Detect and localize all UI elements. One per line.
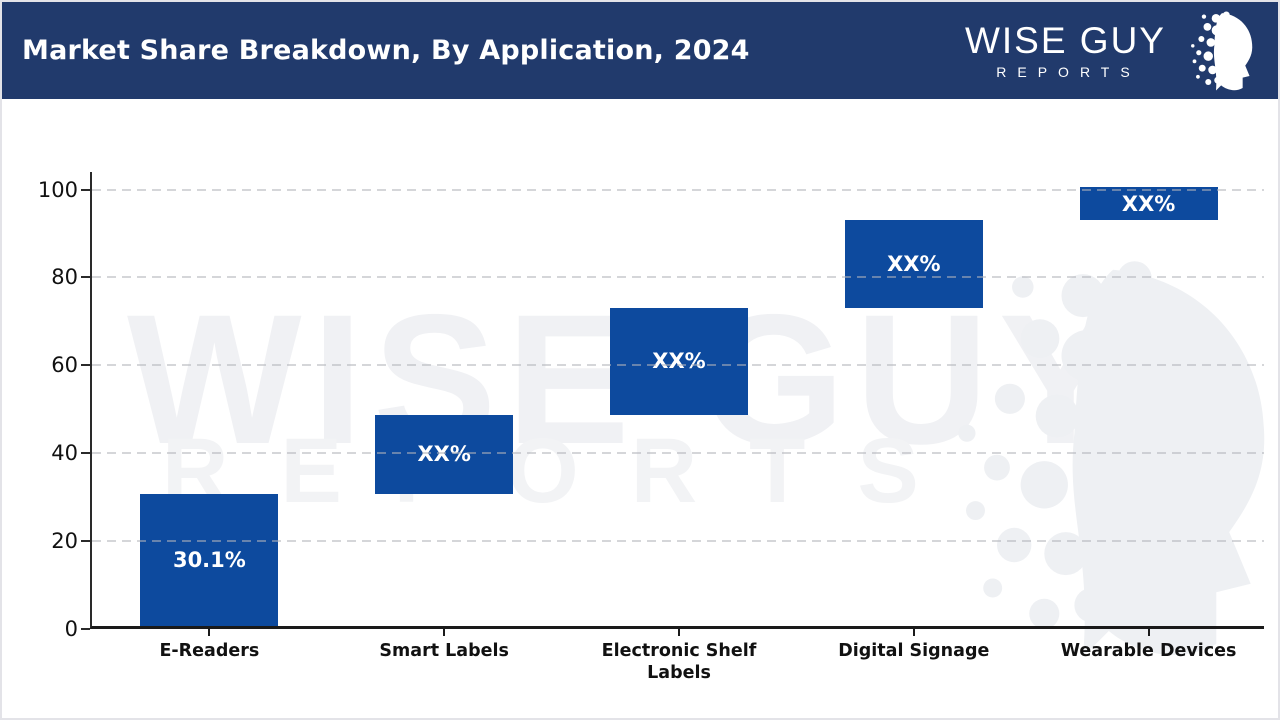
watermark-face-icon [958,261,1265,657]
y-axis-tick-mark [81,188,90,191]
x-axis-tick-mark [912,629,915,636]
chart-area: WISE GUY REPORTS 0 20 40 60 80 100 30.1% E-Read… [2,99,1278,718]
y-axis-tick-label: 60 [51,353,78,378]
watermark-text-2: REPORTS [162,420,971,522]
x-axis-tick-mark [443,629,446,636]
x-axis-tick-mark [678,629,680,636]
gridline [92,188,1264,191]
bar-electronic-shelf-labels: XX% [610,308,748,415]
x-axis-category-label: Electronic Shelf Labels [601,641,757,683]
x-axis-category-label: Digital Signage [838,641,990,661]
y-axis-tick-label: 100 [37,177,78,202]
x-axis-tick-mark [208,629,211,636]
bar-value-label: XX% [1121,191,1176,216]
y-axis-tick-label: 20 [51,529,78,554]
logo-face-icon [1191,10,1253,91]
x-axis-category-label: E-Readers [159,641,260,661]
x-axis-tick-mark [1147,629,1150,636]
y-axis-tick-mark [81,452,90,455]
plot-area: 0 20 40 60 80 100 30.1% E-Readers XX% Smart Label… [38,172,1264,683]
header: Market Share Breakdown, By Application, … [2,2,1278,99]
logo-subtext: REPORTS [996,63,1141,80]
bar-value-label: XX% [652,349,706,374]
y-axis-tick-mark [81,276,90,279]
gridline [92,364,1264,367]
logo-wordmark: WISE GUY [964,19,1166,61]
bar-value-label: 30.1% [172,547,246,572]
gridline [92,276,1264,279]
page-title: Market Share Breakdown, By Application, … [22,35,750,66]
gridline [92,452,1264,455]
gridline [92,540,1264,543]
logo-text: WISE GUY REPORTS [965,22,1166,80]
x-axis-category-label: Smart Labels [379,641,509,661]
y-axis-tick-mark [81,364,90,367]
y-axis-tick-label: 0 [64,617,78,641]
bar-value-label: XX% [887,252,941,277]
y-axis-tick-mark [81,628,90,630]
wiseguy-logo: WISE GUY REPORTS [965,8,1260,94]
bar-e-readers: 30.1% [140,493,279,626]
bar-wearable-devices: XX% [1079,186,1218,221]
x-axis-category-label: Wearable Devices [1060,641,1237,661]
y-axis-tick-mark [81,540,90,543]
y-axis-tick-label: 40 [51,441,78,466]
bar-digital-signage: XX% [844,220,983,309]
y-axis-tick-label: 80 [51,265,78,290]
